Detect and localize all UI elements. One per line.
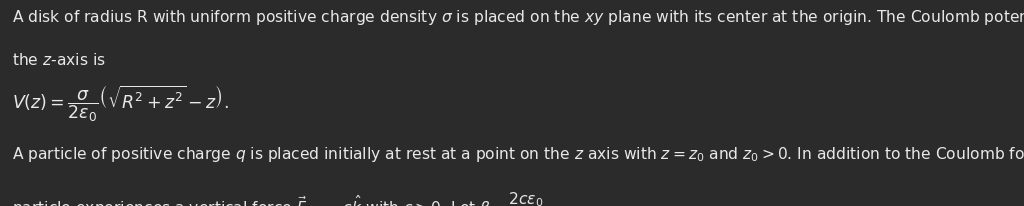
Text: A particle of positive charge $q$ is placed initially at rest at a point on the : A particle of positive charge $q$ is pla… [12, 144, 1024, 163]
Text: particle experiences a vertical force $\vec{F} = -c\hat{k}$ with $c > 0$. Let $\: particle experiences a vertical force $\… [12, 190, 550, 206]
Text: the $z$-axis is: the $z$-axis is [12, 52, 106, 67]
Text: A disk of radius $\mathrm{R}$ with uniform positive charge density $\sigma$ is p: A disk of radius $\mathrm{R}$ with unifo… [12, 8, 1024, 27]
Text: $V(z) = \dfrac{\sigma}{2\varepsilon_0}\left(\sqrt{R^2 + z^2} - z\right).$: $V(z) = \dfrac{\sigma}{2\varepsilon_0}\l… [12, 82, 229, 123]
